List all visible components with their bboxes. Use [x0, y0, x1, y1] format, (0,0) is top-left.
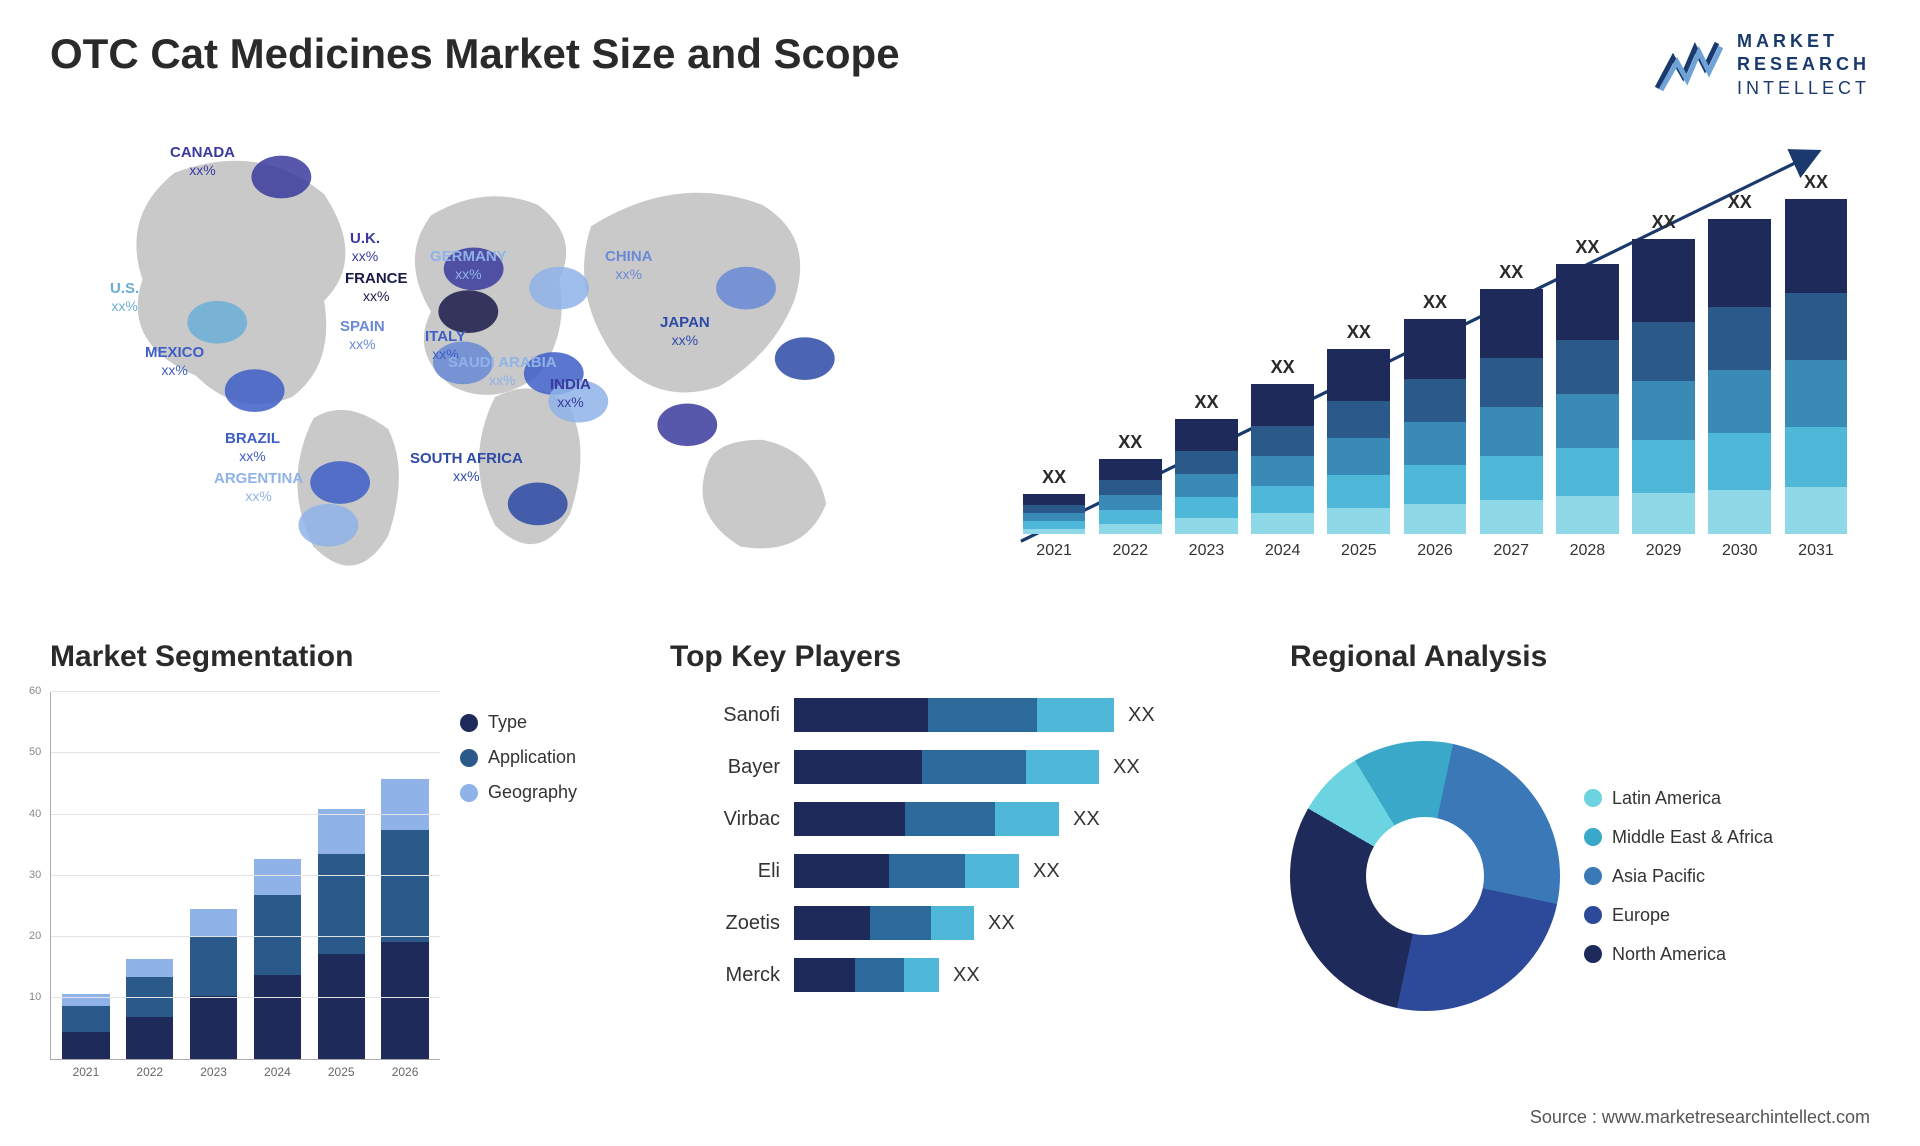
player-label-merck: Merck: [726, 958, 780, 992]
seg-bar-2021: [57, 994, 115, 1059]
player-label-zoetis: Zoetis: [726, 906, 780, 940]
world-map-panel: CANADAxx% U.S.xx%MEXICOxx% BRAZILxx% ARGENT…: [50, 130, 940, 600]
map-label-japan: JAPANxx%: [660, 314, 710, 349]
growth-bar-2027: XX2027: [1477, 262, 1545, 560]
map-label-u-s-: U.S.xx%: [110, 280, 139, 315]
player-bar-sanofi: XX: [794, 698, 1250, 732]
region-legend-latin-america: Latin America: [1584, 788, 1773, 809]
region-legend-asia-pacific: Asia Pacific: [1584, 866, 1773, 887]
map-label-france: FRANCExx%: [345, 270, 408, 305]
player-bar-bayer: XX: [794, 750, 1250, 784]
growth-bar-2026: XX2026: [1401, 292, 1469, 560]
player-label-bayer: Bayer: [728, 750, 780, 784]
player-bar-eli: XX: [794, 854, 1250, 888]
players-bars: XX XX XX XX XX XX: [794, 692, 1250, 1060]
segmentation-chart: 202120222023202420252026 102030405060: [50, 692, 440, 1060]
seg-legend-type: Type: [460, 712, 630, 733]
growth-bars: XX2021XX2022XX2023XX2024XX2025XX2026XX20…: [1020, 150, 1850, 560]
map-label-argentina: ARGENTINAxx%: [214, 470, 303, 505]
top-row: CANADAxx% U.S.xx%MEXICOxx% BRAZILxx% ARGENT…: [50, 130, 1870, 600]
players-title: Top Key Players: [670, 640, 1250, 674]
bottom-row: Market Segmentation 20212022202320242025…: [50, 640, 1870, 1060]
player-label-sanofi: Sanofi: [723, 698, 780, 732]
player-bar-zoetis: XX: [794, 906, 1250, 940]
map-label-germany: GERMANYxx%: [430, 248, 507, 283]
players-labels: Sanofi Bayer Virbac Eli Zoetis Merck: [670, 692, 780, 1060]
map-label-canada: CANADAxx%: [170, 144, 235, 179]
seg-bar-2026: [376, 779, 434, 1059]
player-bar-virbac: XX: [794, 802, 1250, 836]
regional-panel: Regional Analysis Latin America Middle Ea…: [1290, 640, 1870, 1060]
growth-bar-2030: XX2030: [1706, 192, 1774, 560]
growth-bar-2028: XX2028: [1553, 237, 1621, 560]
growth-bar-2024: XX2024: [1249, 357, 1317, 560]
source-attribution: Source : www.marketresearchintellect.com: [1530, 1107, 1870, 1128]
header: OTC Cat Medicines Market Size and Scope …: [50, 30, 1870, 100]
growth-bar-2031: XX2031: [1782, 172, 1850, 560]
player-bar-merck: XX: [794, 958, 1250, 992]
map-label-saudi-arabia: SAUDI ARABIAxx%: [448, 354, 557, 389]
players-panel: Top Key Players Sanofi Bayer Virbac Eli Zoet…: [670, 640, 1250, 1060]
growth-bar-2023: XX2023: [1172, 392, 1240, 560]
map-label-south-africa: SOUTH AFRICAxx%: [410, 450, 523, 485]
seg-bar-2022: [121, 959, 179, 1059]
logo: MARKET RESEARCH INTELLECT: [1655, 30, 1870, 100]
growth-bar-2021: XX2021: [1020, 467, 1088, 560]
seg-bar-2023: [185, 909, 243, 1059]
map-label-india: INDIAxx%: [550, 376, 591, 411]
regional-legend: Latin America Middle East & Africa Asia Pa…: [1584, 788, 1773, 965]
seg-bar-2025: [312, 809, 370, 1059]
growth-bar-2022: XX2022: [1096, 432, 1164, 560]
seg-bar-2024: [248, 859, 306, 1059]
map-label-brazil: BRAZILxx%: [225, 430, 280, 465]
regional-title: Regional Analysis: [1290, 640, 1870, 674]
segmentation-panel: Market Segmentation 20212022202320242025…: [50, 640, 630, 1060]
player-label-eli: Eli: [758, 854, 780, 888]
segmentation-title: Market Segmentation: [50, 640, 630, 674]
segmentation-legend: Type Application Geography: [460, 692, 630, 1060]
player-label-virbac: Virbac: [724, 802, 780, 836]
regional-donut-chart: [1290, 741, 1560, 1011]
map-label-china: CHINAxx%: [605, 248, 653, 283]
logo-icon: [1655, 38, 1725, 93]
map-label-mexico: MEXICOxx%: [145, 344, 204, 379]
seg-legend-geography: Geography: [460, 782, 630, 803]
map-label-u-k-: U.K.xx%: [350, 230, 380, 265]
logo-text: MARKET RESEARCH INTELLECT: [1737, 30, 1870, 100]
growth-bar-2025: XX2025: [1325, 322, 1393, 560]
region-legend-europe: Europe: [1584, 905, 1773, 926]
map-label-spain: SPAINxx%: [340, 318, 385, 353]
growth-chart-panel: XX2021XX2022XX2023XX2024XX2025XX2026XX20…: [980, 130, 1870, 600]
growth-bar-2029: XX2029: [1630, 212, 1698, 560]
region-legend-north-america: North America: [1584, 944, 1773, 965]
seg-legend-application: Application: [460, 747, 630, 768]
page-title: OTC Cat Medicines Market Size and Scope: [50, 30, 900, 78]
region-legend-middle-east-africa: Middle East & Africa: [1584, 827, 1773, 848]
